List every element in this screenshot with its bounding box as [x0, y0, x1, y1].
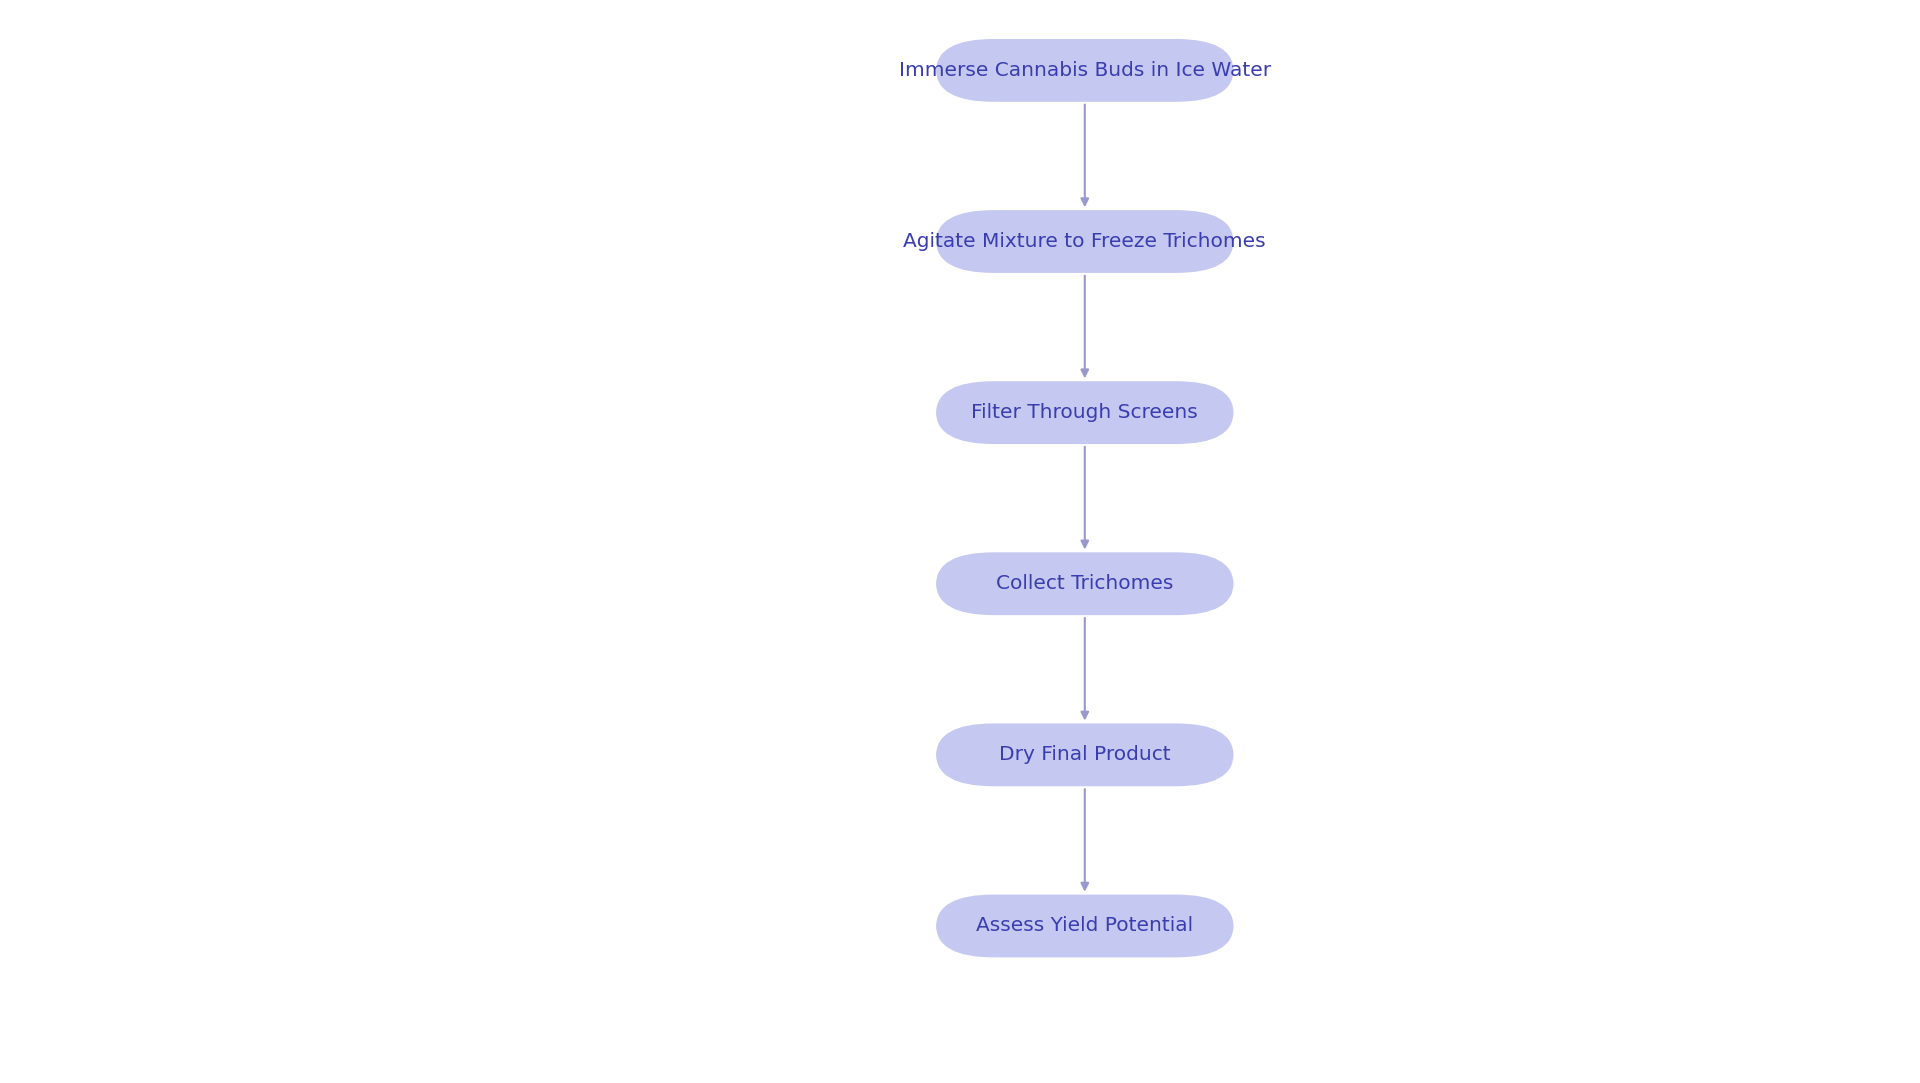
- Text: Collect Trichomes: Collect Trichomes: [996, 574, 1173, 593]
- FancyBboxPatch shape: [935, 210, 1233, 273]
- FancyBboxPatch shape: [935, 381, 1233, 444]
- FancyBboxPatch shape: [935, 39, 1233, 102]
- FancyBboxPatch shape: [935, 723, 1233, 786]
- Text: Immerse Cannabis Buds in Ice Water: Immerse Cannabis Buds in Ice Water: [899, 61, 1271, 80]
- Text: Filter Through Screens: Filter Through Screens: [972, 403, 1198, 422]
- Text: Assess Yield Potential: Assess Yield Potential: [975, 916, 1194, 936]
- FancyBboxPatch shape: [935, 895, 1233, 957]
- Text: Agitate Mixture to Freeze Trichomes: Agitate Mixture to Freeze Trichomes: [904, 232, 1265, 251]
- FancyBboxPatch shape: [935, 552, 1233, 615]
- Text: Dry Final Product: Dry Final Product: [998, 745, 1171, 765]
